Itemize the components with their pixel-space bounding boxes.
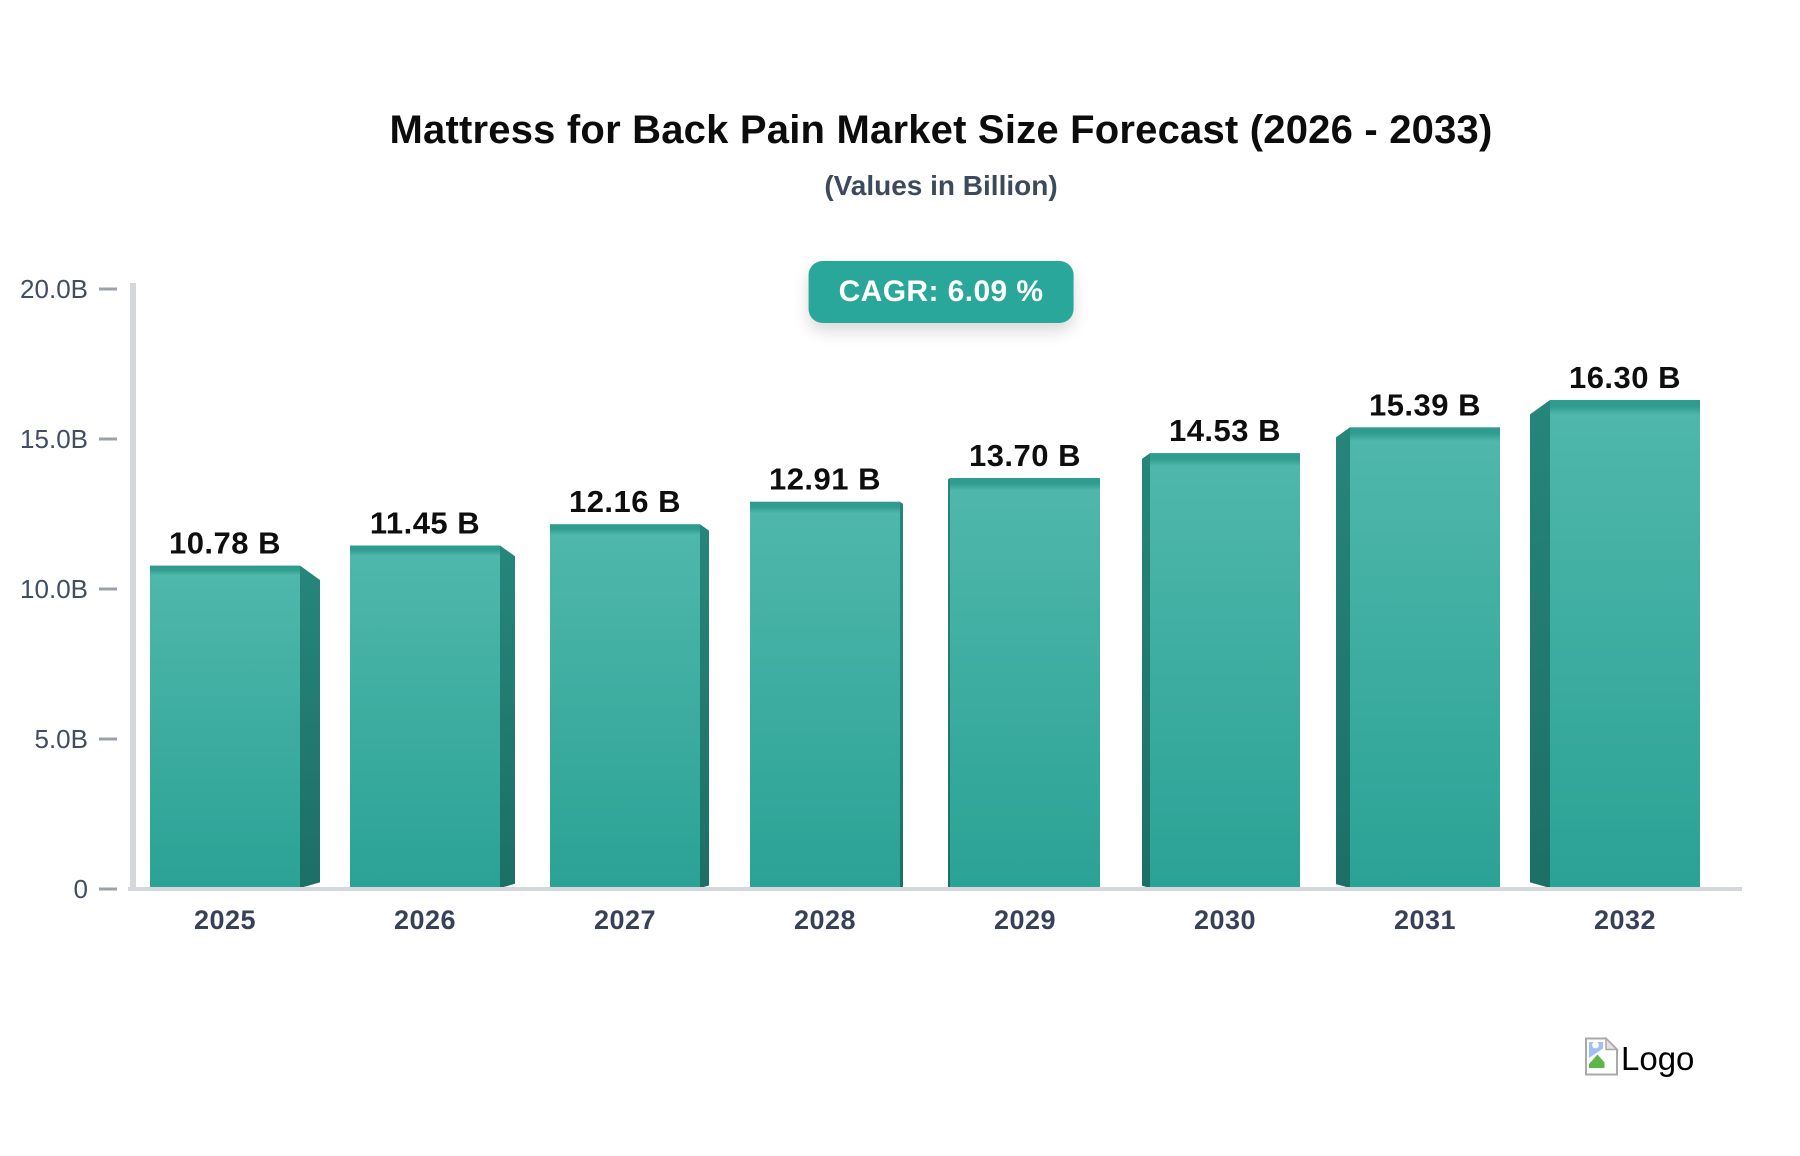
bar-2025: 10.78 B — [150, 526, 320, 888]
y-axis-tick-label: 0 — [74, 874, 88, 904]
logo: Logo — [1583, 1036, 1694, 1077]
bar-side-face[interactable] — [300, 565, 320, 888]
bar-value-label: 15.39 B — [1369, 387, 1481, 422]
tick-mark — [99, 587, 117, 591]
tick-mark — [99, 887, 117, 891]
bar-front-face[interactable] — [1350, 427, 1500, 888]
y-axis-tick-label: 5.0B — [35, 724, 89, 754]
x-axis-label-2030: 2030 — [1194, 905, 1256, 935]
bar-front-face[interactable] — [1150, 453, 1300, 888]
x-axis-label-2032: 2032 — [1594, 905, 1656, 935]
x-axis-label-2026: 2026 — [394, 905, 456, 935]
bar-2026: 11.45 B — [350, 506, 515, 889]
bar-value-label: 12.16 B — [569, 484, 681, 519]
bar-2030: 14.53 B — [1142, 413, 1300, 888]
bar-side-face[interactable] — [948, 478, 950, 888]
y-axis-tick-label: 10.0B — [20, 574, 88, 604]
x-axis-label-2027: 2027 — [594, 905, 656, 935]
bar-front-face[interactable] — [550, 524, 700, 888]
bar-2027: 12.16 B — [550, 484, 709, 888]
bar-front-face[interactable] — [950, 478, 1100, 888]
y-axis-tick-label: 20.0B — [20, 274, 88, 304]
x-axis-label-2031: 2031 — [1394, 905, 1456, 935]
y-axis-tick-0: 0 — [74, 874, 117, 904]
y-axis-tick-15.0B: 15.0B — [20, 424, 117, 454]
y-axis-tick-20.0B: 20.0B — [20, 274, 117, 304]
bar-value-label: 16.30 B — [1569, 360, 1681, 395]
x-axis-label-2029: 2029 — [994, 905, 1056, 935]
tick-mark — [99, 437, 117, 441]
tick-mark — [99, 287, 117, 291]
bar-2029: 13.70 B — [948, 438, 1100, 888]
bar-side-face[interactable] — [1142, 453, 1150, 888]
bar-front-face[interactable] — [350, 545, 500, 889]
broken-image-icon — [1583, 1036, 1620, 1077]
bar-front-face[interactable] — [750, 501, 900, 888]
bar-front-face[interactable] — [150, 565, 300, 888]
cagr-badge: CAGR: 6.09 % — [808, 261, 1074, 323]
bar-front-face[interactable] — [1550, 400, 1700, 888]
x-axis-label-2025: 2025 — [194, 905, 256, 935]
bar-side-face[interactable] — [900, 501, 903, 888]
bar-side-face[interactable] — [700, 524, 709, 888]
y-axis-tick-10.0B: 10.0B — [20, 574, 117, 604]
bar-value-label: 12.91 B — [769, 462, 881, 497]
bar-side-face[interactable] — [500, 545, 515, 889]
tick-mark — [99, 737, 117, 741]
bar-2031: 15.39 B — [1336, 387, 1500, 888]
bar-side-face[interactable] — [1336, 427, 1350, 888]
bar-value-label: 11.45 B — [370, 506, 480, 541]
bar-2032: 16.30 B — [1530, 360, 1700, 888]
chart-title: Mattress for Back Pain Market Size Forec… — [389, 108, 1493, 152]
y-axis-tick-5.0B: 5.0B — [35, 724, 117, 754]
y-axis-tick-label: 15.0B — [20, 424, 88, 454]
x-axis-label-2028: 2028 — [794, 905, 856, 935]
bar-value-label: 13.70 B — [969, 438, 1081, 473]
logo-text: Logo — [1621, 1040, 1695, 1078]
y-axis-line — [130, 283, 136, 891]
bar-value-label: 14.53 B — [1169, 413, 1281, 448]
bar-side-face[interactable] — [1530, 400, 1550, 888]
bar-value-label: 10.78 B — [169, 526, 281, 561]
chart-subtitle: (Values in Billion) — [824, 170, 1058, 201]
x-axis-line — [128, 887, 1742, 891]
bar-2028: 12.91 B — [750, 462, 903, 888]
